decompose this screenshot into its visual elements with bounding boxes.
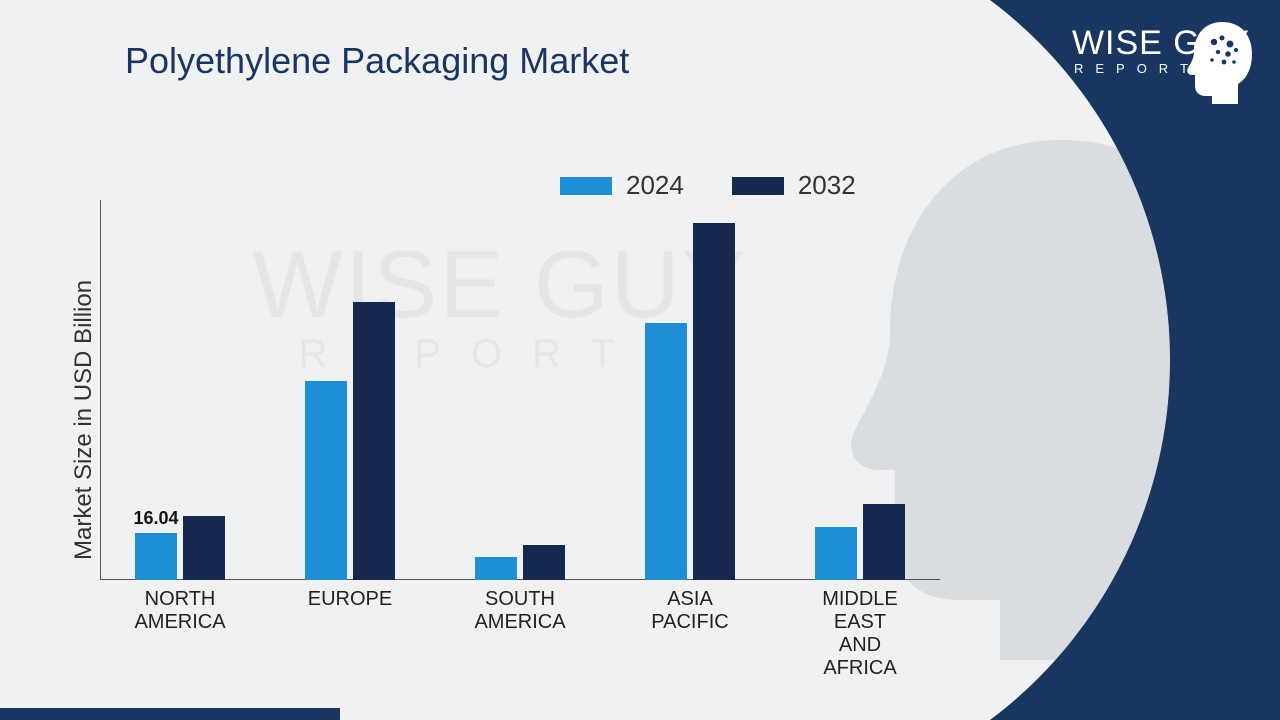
bar-2032: [693, 223, 735, 580]
bar-2032: [863, 504, 905, 580]
bar-2032: [353, 302, 395, 580]
legend-swatch-2024: [560, 177, 612, 195]
logo-head-icon: [1180, 18, 1258, 106]
bar-2024: [815, 527, 857, 580]
legend: 2024 2032: [560, 170, 856, 201]
bar-2032: [523, 545, 565, 580]
legend-swatch-2032: [732, 177, 784, 195]
legend-label-2032: 2032: [798, 170, 856, 201]
legend-item-2024: 2024: [560, 170, 684, 201]
category-label: MIDDLEEASTANDAFRICA: [790, 588, 930, 680]
plot-area: 16.04: [100, 200, 940, 580]
bar-value-label: 16.04: [123, 508, 189, 529]
bar-2032: [183, 516, 225, 580]
chart-canvas: WISE GUY REPORTS WISE GUY REPORTS Polyet…: [0, 0, 1280, 720]
brand-logo: WISE GUY REPORTS: [1072, 24, 1250, 76]
legend-item-2032: 2032: [732, 170, 856, 201]
category-label: EUROPE: [280, 588, 420, 611]
legend-label-2024: 2024: [626, 170, 684, 201]
category-label: NORTHAMERICA: [110, 588, 250, 634]
category-label: SOUTHAMERICA: [450, 588, 590, 634]
bar-2024: [135, 533, 177, 580]
bottom-strip: [0, 708, 340, 720]
y-axis-line: [100, 200, 101, 580]
bar-2024: [305, 381, 347, 580]
category-label: ASIAPACIFIC: [620, 588, 760, 634]
bar-2024: [475, 557, 517, 580]
bar-2024: [645, 323, 687, 580]
chart-title: Polyethylene Packaging Market: [125, 40, 629, 82]
y-axis-label: Market Size in USD Billion: [70, 200, 98, 560]
x-axis-line: [100, 579, 940, 580]
